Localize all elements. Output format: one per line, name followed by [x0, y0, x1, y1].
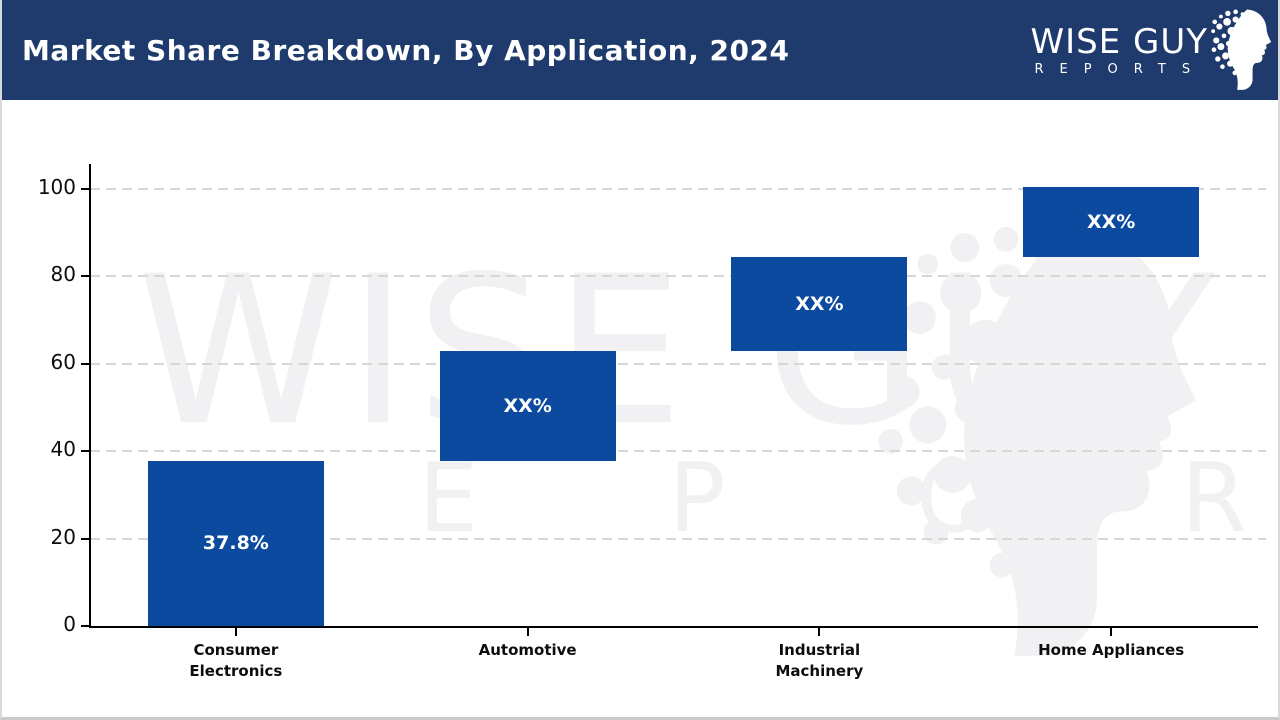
y-axis-line: [89, 164, 91, 628]
logo-wordmark-line2: REPORTS: [1034, 61, 1207, 77]
bar-value-label: 37.8%: [202, 532, 269, 555]
category-label: Automotive: [478, 641, 577, 659]
logo-head-icon: [1211, 9, 1272, 90]
y-tick-label: 0: [63, 612, 76, 636]
chart-bar: XX%: [1023, 187, 1200, 258]
category-label: Industrial Machinery: [775, 641, 864, 680]
logo-wordmark-line1: WISE GUY: [1030, 21, 1208, 62]
bar-value-label: XX%: [1086, 211, 1136, 234]
y-tick-label: 20: [50, 524, 76, 549]
y-axis-tick: [81, 275, 89, 277]
gridline-100: [90, 187, 1266, 190]
header-bar: Market Share Breakdown, By Application, …: [2, 0, 1278, 100]
y-tick-label: 60: [50, 349, 76, 374]
x-axis-tick: [526, 628, 529, 636]
y-tick-label: 40: [50, 437, 76, 461]
x-axis-tick: [1110, 628, 1113, 636]
y-tick-label: 80: [50, 262, 76, 286]
watermark: WISE GUY R E P O R T S: [2, 100, 1278, 717]
category-label: Home Appliances: [1038, 641, 1185, 659]
logo-wordmark: WISE GUY REPORTS: [1030, 24, 1208, 77]
x-axis-tick: [818, 628, 821, 636]
chart-bar: 37.8%: [147, 460, 324, 626]
gridline-60: [90, 362, 1266, 365]
chart-bar: XX%: [439, 350, 616, 461]
y-axis-tick: [81, 187, 89, 190]
x-axis-tick: [234, 628, 237, 636]
y-tick-label: 100: [37, 174, 76, 199]
bar-value-label: XX%: [503, 394, 552, 417]
chart-area: WISE GUY R E P O R T S 37.8% XX% XX% XX% 0 2…: [2, 100, 1278, 717]
chart-title: Market Share Breakdown, By Application, …: [22, 33, 790, 67]
y-axis-tick: [81, 625, 89, 627]
x-axis-line: [89, 626, 1258, 628]
gridline-80: [90, 275, 1266, 277]
gridline-20: [90, 537, 1266, 540]
y-axis-tick: [81, 362, 89, 365]
category-label: Consumer Electronics: [189, 641, 283, 680]
brand-logo: WISE GUY REPORTS: [1030, 8, 1272, 93]
y-axis-tick: [81, 450, 89, 452]
bar-value-label: XX%: [795, 293, 844, 315]
gridline-40: [90, 450, 1266, 452]
y-axis-tick: [81, 537, 89, 540]
watermark-head-icon: [876, 226, 1196, 656]
chart-bar: XX%: [731, 257, 908, 351]
